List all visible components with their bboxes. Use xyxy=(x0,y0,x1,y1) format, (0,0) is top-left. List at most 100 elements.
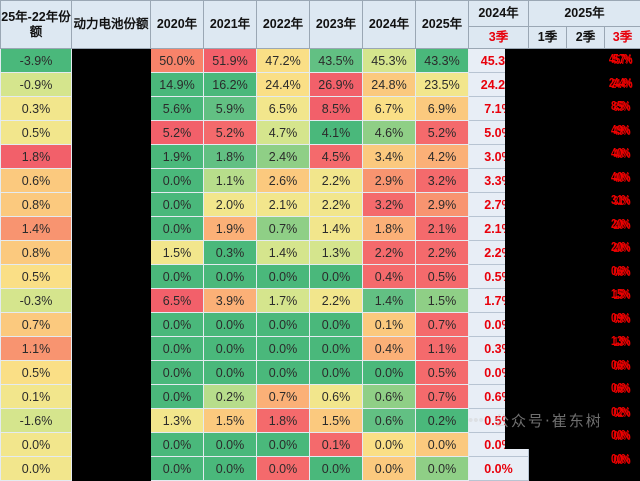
cell-share-2024年: 3.2% xyxy=(363,193,416,217)
cell-share-2023年: 2.2% xyxy=(310,169,363,193)
watermark-text: 公众号·崔东树 xyxy=(494,410,603,431)
cell-share-2021年: 1.8% xyxy=(204,145,257,169)
header-group-2025: 2025年 xyxy=(529,1,640,27)
cell-delta-share: 0.6% xyxy=(1,169,72,193)
cell-share-2025年: 2.2% xyxy=(416,241,469,265)
header-group-2024: 2024年 xyxy=(469,1,529,27)
cell-share-2023年: 0.0% xyxy=(310,265,363,289)
cell-delta-share: 0.0% xyxy=(1,433,72,457)
cell-share-2023年: 2.2% xyxy=(310,193,363,217)
header-battery-maker: 动力电池份额 xyxy=(72,1,151,49)
cell-delta-share: 0.0% xyxy=(1,457,72,481)
cell-share-2021年: 5.9% xyxy=(204,97,257,121)
cell-delta-share: 0.3% xyxy=(1,97,72,121)
cell-share-2020年: 50.0% xyxy=(151,49,204,73)
cell-share-2023年: 4.1% xyxy=(310,121,363,145)
cell-share-2025年: 0.7% xyxy=(416,385,469,409)
cell-share-2023年: 1.3% xyxy=(310,241,363,265)
cell-share-2021年: 0.0% xyxy=(204,265,257,289)
header-year-2024: 2024年 xyxy=(363,1,416,49)
cell-delta-share: 1.1% xyxy=(1,337,72,361)
cell-share-2025年: 23.5% xyxy=(416,73,469,97)
cell-share-2020年: 0.0% xyxy=(151,313,204,337)
cell-share-2025年: 5.2% xyxy=(416,121,469,145)
cell-share-2022年: 0.0% xyxy=(257,457,310,481)
cell-share-2023年: 0.0% xyxy=(310,337,363,361)
cell-share-2025年: 0.5% xyxy=(416,265,469,289)
cell-share-2024年: 45.3% xyxy=(363,49,416,73)
cell-2024-q3: 0.0% xyxy=(469,457,529,481)
cell-share-2020年: 0.0% xyxy=(151,361,204,385)
cell-share-2021年: 5.2% xyxy=(204,121,257,145)
cell-share-2025年: 43.3% xyxy=(416,49,469,73)
cell-share-2022年: 0.0% xyxy=(257,265,310,289)
cell-share-2024年: 1.8% xyxy=(363,217,416,241)
redacted-2025-q3-values: 45.7%45.7%24.4%24.4%8.5%8.5%4.9%4.9%4.0%… xyxy=(600,49,640,448)
cell-share-2024年: 24.8% xyxy=(363,73,416,97)
cell-share-2020年: 0.0% xyxy=(151,169,204,193)
cell-share-2021年: 3.9% xyxy=(204,289,257,313)
cell-share-2025年: 2.1% xyxy=(416,217,469,241)
cell-delta-share: 0.7% xyxy=(1,313,72,337)
cell-share-2025年: 1.5% xyxy=(416,289,469,313)
header-year-2023: 2023年 xyxy=(310,1,363,49)
cell-share-2022年: 0.7% xyxy=(257,385,310,409)
cell-share-2024年: 6.7% xyxy=(363,97,416,121)
cell-share-2023年: 4.5% xyxy=(310,145,363,169)
cell-share-2024年: 3.4% xyxy=(363,145,416,169)
spreadsheet-table: 25年-22年份额 动力电池份额 2020年 2021年 2022年 2023年… xyxy=(0,0,640,449)
cell-share-2024年: 2.9% xyxy=(363,169,416,193)
cell-share-2022年: 1.7% xyxy=(257,289,310,313)
cell-share-2021年: 0.0% xyxy=(204,361,257,385)
cell-share-2021年: 0.0% xyxy=(204,337,257,361)
header-year-2021: 2021年 xyxy=(204,1,257,49)
cell-share-2025年: 0.7% xyxy=(416,313,469,337)
cell-share-2023年: 1.4% xyxy=(310,217,363,241)
cell-share-2024年: 0.1% xyxy=(363,313,416,337)
cell-share-2022年: 1.4% xyxy=(257,241,310,265)
cell-share-2020年: 1.3% xyxy=(151,409,204,433)
cell-share-2021年: 0.0% xyxy=(204,457,257,481)
cell-share-2022年: 47.2% xyxy=(257,49,310,73)
table-row: 0.0%0.0%0.0%0.0%0.0%0.0%0.0%0.0% xyxy=(1,457,640,481)
header-year-2025: 2025年 xyxy=(416,1,469,49)
cell-share-2021年: 16.2% xyxy=(204,73,257,97)
cell-share-2022年: 4.7% xyxy=(257,121,310,145)
cell-delta-share: -0.9% xyxy=(1,73,72,97)
cell-share-2021年: 1.1% xyxy=(204,169,257,193)
cell-delta-share: 1.4% xyxy=(1,217,72,241)
cell-share-2020年: 14.9% xyxy=(151,73,204,97)
cell-share-2025年: 6.9% xyxy=(416,97,469,121)
cell-share-2023年: 0.0% xyxy=(310,361,363,385)
cell-share-2022年: 2.1% xyxy=(257,193,310,217)
cell-share-2021年: 0.0% xyxy=(204,313,257,337)
cell-share-2020年: 0.0% xyxy=(151,385,204,409)
cell-share-2020年: 0.0% xyxy=(151,337,204,361)
cell-share-2024年: 0.0% xyxy=(363,361,416,385)
cell-share-2020年: 0.0% xyxy=(151,265,204,289)
cell-share-2021年: 0.3% xyxy=(204,241,257,265)
cell-share-2023年: 2.2% xyxy=(310,289,363,313)
cell-delta-share: -3.9% xyxy=(1,49,72,73)
cell-delta-share: -1.6% xyxy=(1,409,72,433)
cell-share-2023年: 0.6% xyxy=(310,385,363,409)
header-2025-q2: 2季 xyxy=(567,27,605,49)
cell-share-2020年: 5.2% xyxy=(151,121,204,145)
cell-share-2023年: 0.1% xyxy=(310,433,363,457)
cell-share-2022年: 2.4% xyxy=(257,145,310,169)
header-2024-q3: 3季 xyxy=(469,27,529,49)
cell-share-2020年: 6.5% xyxy=(151,289,204,313)
cell-share-2025年: 1.1% xyxy=(416,337,469,361)
cell-share-2020年: 5.6% xyxy=(151,97,204,121)
cell-share-2024年: 1.4% xyxy=(363,289,416,313)
cell-share-2022年: 0.7% xyxy=(257,217,310,241)
header-year-2020: 2020年 xyxy=(151,1,204,49)
header-2025-q3: 3季 xyxy=(605,27,640,49)
cell-share-2024年: 4.6% xyxy=(363,121,416,145)
cell-share-2023年: 1.5% xyxy=(310,409,363,433)
cell-share-2021年: 51.9% xyxy=(204,49,257,73)
cell-delta-share: 1.8% xyxy=(1,145,72,169)
cell-share-2024年: 0.4% xyxy=(363,265,416,289)
cell-share-2022年: 0.0% xyxy=(257,337,310,361)
cell-2025-q1-redacted xyxy=(529,457,567,481)
